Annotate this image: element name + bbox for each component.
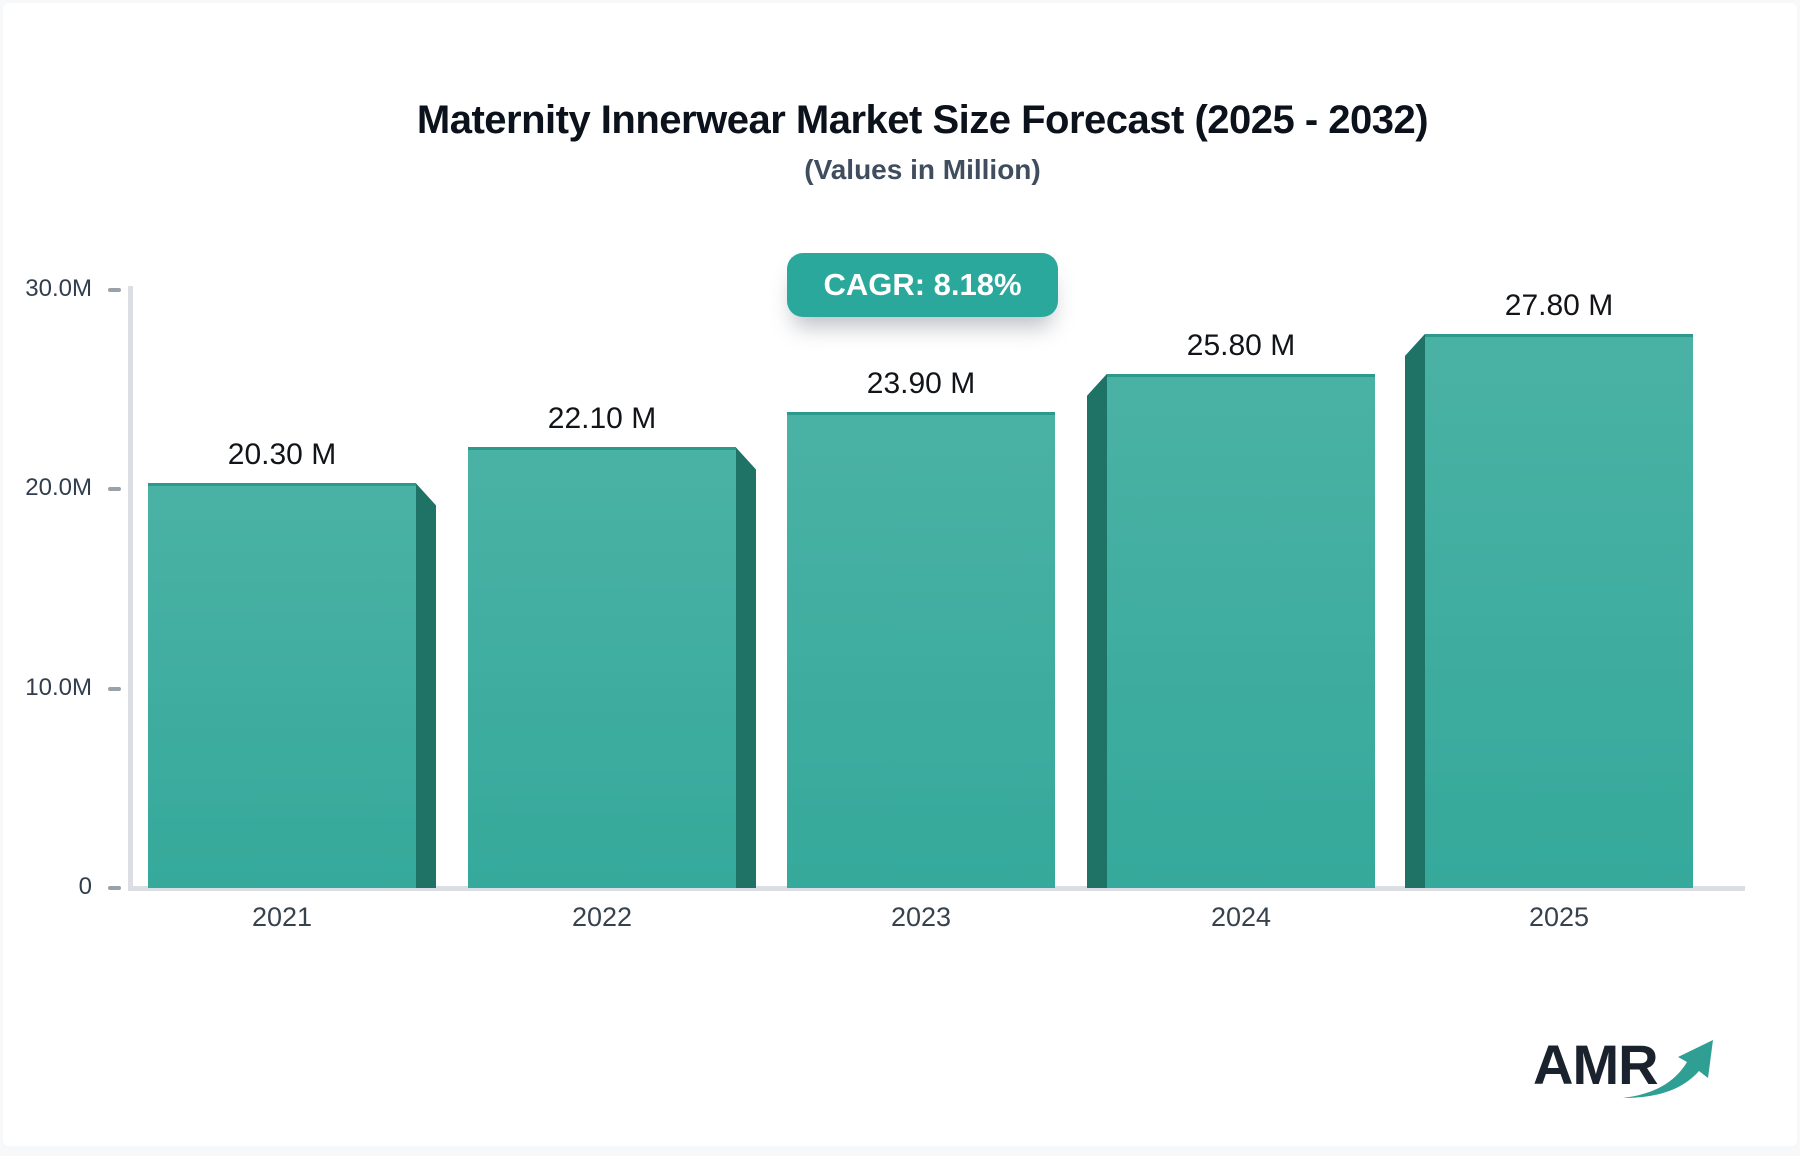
bar-2023[interactable] xyxy=(787,411,1055,888)
bar-3d-side-2022 xyxy=(736,447,756,888)
amr-logo: AMR xyxy=(1533,1032,1718,1107)
y-axis-tick-mark xyxy=(108,288,121,292)
bar-value-label: 22.10 M xyxy=(547,402,657,436)
bar-value-label: 20.30 M xyxy=(227,438,337,472)
bar-3d-side-2025 xyxy=(1405,333,1425,888)
x-axis-label: 2021 xyxy=(251,902,313,932)
y-axis-tick-mark xyxy=(108,487,121,492)
bar-2021[interactable] xyxy=(148,483,416,888)
x-axis-label: 2024 xyxy=(1210,902,1272,932)
bar-2022[interactable] xyxy=(468,447,736,888)
y-axis-tick-label: 30.0M xyxy=(25,275,92,302)
growth-arrow-icon xyxy=(1623,1040,1713,1098)
bar-value-label: 25.80 M xyxy=(1186,328,1296,362)
x-axis-label: 2023 xyxy=(890,902,952,932)
chart-title: Maternity Innerwear Market Size Forecast… xyxy=(416,98,1429,142)
bar-3d-side-2024 xyxy=(1087,373,1107,888)
cagr-badge: CAGR: 8.18% xyxy=(787,253,1058,317)
bar-3d-side-2021 xyxy=(416,483,436,888)
bar-value-label: 23.90 M xyxy=(866,366,976,400)
x-axis-label: 2025 xyxy=(1528,902,1590,932)
bar-2024[interactable] xyxy=(1107,373,1375,888)
y-axis-tick-label: 10.0M xyxy=(25,673,92,701)
bar-value-label: 27.80 M xyxy=(1504,288,1614,322)
y-axis-line xyxy=(128,286,133,891)
amr-logo-text: AMR xyxy=(1533,1033,1659,1096)
x-axis-label: 2022 xyxy=(571,902,633,932)
y-axis-tick-label: 0 xyxy=(78,873,92,900)
y-axis-tick-mark xyxy=(108,686,121,691)
y-axis-tick-mark xyxy=(108,886,121,890)
chart-subtitle: (Values in Million) xyxy=(804,154,1041,185)
bar-2025[interactable] xyxy=(1425,333,1693,888)
y-axis-tick-label: 20.0M xyxy=(25,474,92,502)
x-axis-line xyxy=(128,886,1745,891)
